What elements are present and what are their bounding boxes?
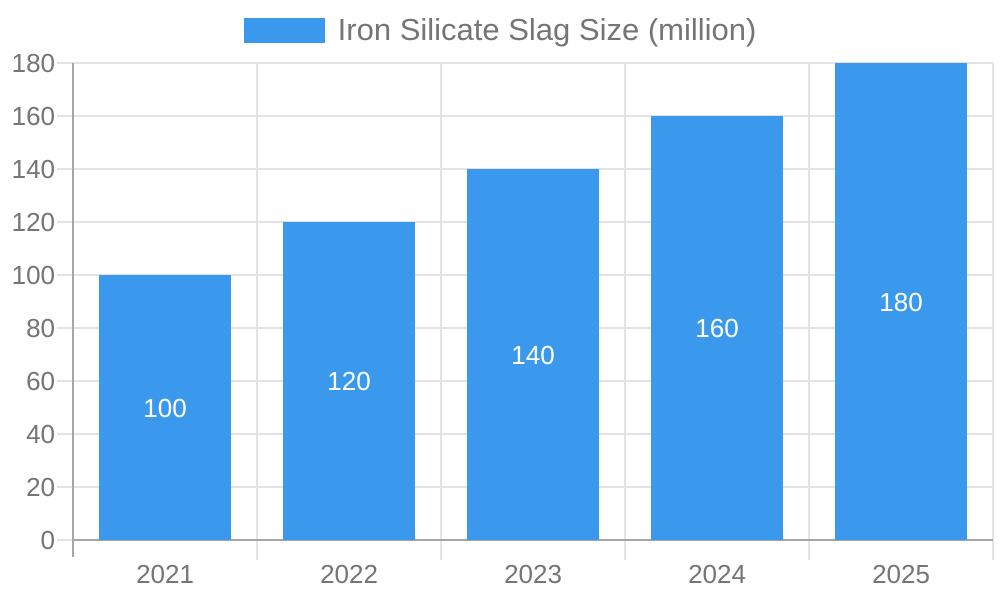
y-axis-tick — [57, 486, 73, 488]
y-axis-tick — [57, 433, 73, 435]
x-axis-label: 2021 — [136, 559, 194, 589]
y-axis-tick — [57, 115, 73, 117]
bar — [283, 222, 415, 540]
x-gridline — [808, 63, 810, 560]
y-axis-label: 120 — [11, 207, 55, 237]
bar-value-label: 160 — [695, 313, 739, 343]
y-gridline — [73, 115, 993, 117]
y-axis-label: 60 — [26, 366, 55, 396]
y-gridline — [73, 62, 993, 64]
bar — [99, 275, 231, 540]
y-axis-label: 20 — [26, 472, 55, 502]
bar — [651, 116, 783, 540]
bar — [835, 63, 967, 540]
bar-value-label: 140 — [511, 339, 555, 370]
legend[interactable]: Iron Silicate Slag Size (million) — [0, 12, 1000, 48]
y-axis-tick — [57, 62, 73, 64]
y-axis-tick — [57, 168, 73, 170]
y-axis-tick — [57, 539, 73, 541]
bar-value-label: 100 — [143, 392, 187, 423]
legend-label: Iron Silicate Slag Size (million) — [337, 12, 757, 47]
y-axis-label: 0 — [40, 525, 55, 555]
y-axis-label: 160 — [11, 101, 55, 131]
y-axis-label: 180 — [11, 48, 55, 78]
x-axis-baseline — [73, 539, 993, 541]
bar-value-label: 120 — [327, 366, 371, 396]
y-axis-label: 40 — [26, 419, 55, 449]
x-axis-label: 2025 — [872, 559, 930, 589]
y-axis-line — [72, 63, 74, 557]
y-axis-label: 100 — [11, 260, 55, 290]
x-gridline — [624, 63, 626, 560]
y-axis-label: 80 — [26, 313, 55, 343]
x-gridline — [440, 63, 442, 560]
bar — [467, 169, 599, 540]
x-gridline — [992, 63, 994, 560]
x-axis-label: 2022 — [320, 559, 378, 589]
y-axis-tick — [57, 221, 73, 223]
legend-swatch — [243, 17, 325, 43]
y-axis-label: 140 — [11, 154, 55, 184]
y-axis-tick — [57, 327, 73, 329]
bar-value-label: 180 — [879, 286, 923, 317]
y-axis-tick — [57, 380, 73, 382]
x-axis-label: 2024 — [688, 559, 746, 589]
y-axis-tick — [57, 274, 73, 276]
x-axis-label: 2023 — [504, 559, 562, 589]
x-gridline — [256, 63, 258, 560]
